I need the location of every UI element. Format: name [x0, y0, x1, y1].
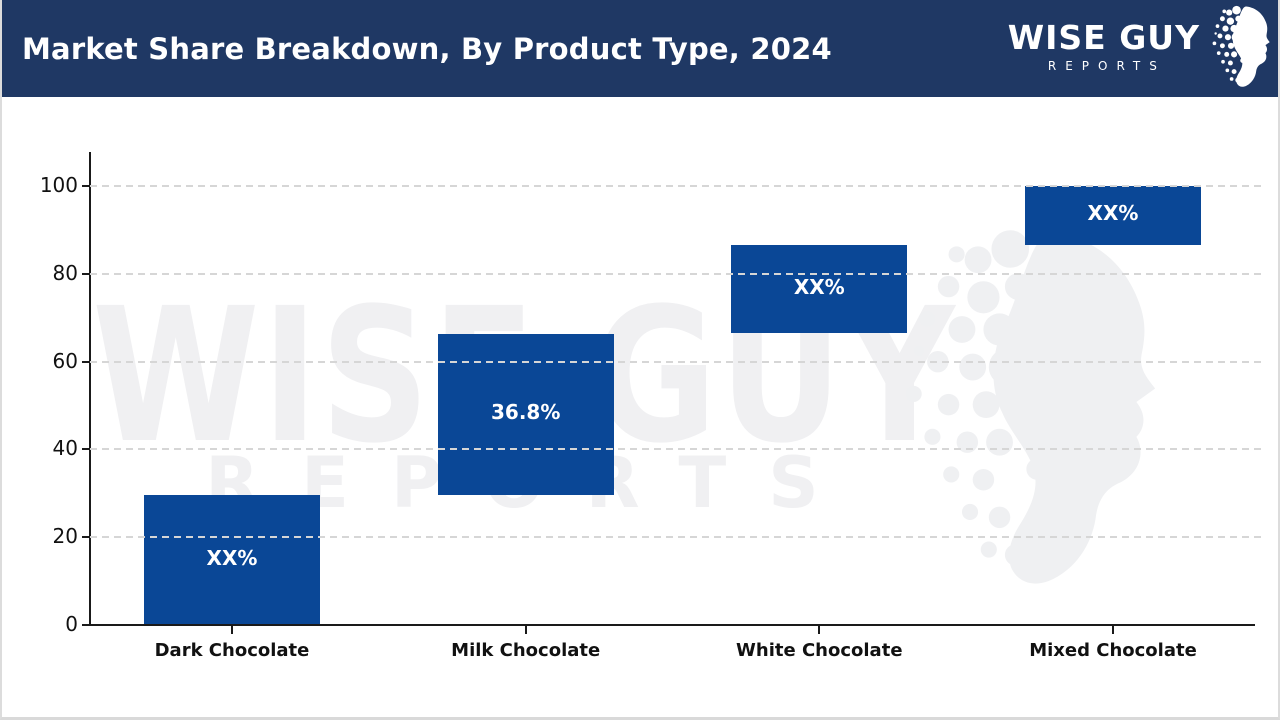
y-tick-label: 40	[52, 436, 78, 461]
logo-wordmark: WISE GUY	[1007, 18, 1200, 58]
gridline	[90, 185, 1264, 187]
bar-value-label: XX%	[1087, 201, 1139, 226]
category-label: Milk Chocolate	[451, 640, 601, 661]
gridline	[90, 448, 1264, 451]
logo-text: WISE GUY REPORTS	[1008, 21, 1200, 73]
bar-value-label: XX%	[793, 275, 845, 300]
y-tick-mark	[82, 272, 90, 275]
y-tick-label: 0	[65, 612, 78, 636]
y-tick-mark	[82, 536, 90, 539]
x-tick-mark	[231, 625, 233, 634]
y-tick-label: 60	[52, 348, 78, 373]
x-tick-mark	[524, 625, 527, 634]
x-axis-line	[89, 624, 1255, 626]
x-tick-mark	[818, 625, 821, 634]
gridline	[90, 272, 1264, 275]
gridline	[90, 536, 1264, 539]
category-label: Mixed Chocolate	[1029, 640, 1197, 661]
bar-value-label: 36.8%	[490, 400, 561, 425]
y-tick-mark	[82, 448, 90, 451]
category-label: White Chocolate	[736, 640, 903, 661]
gridline	[90, 360, 1264, 363]
page-title: Market Share Breakdown, By Product Type,…	[22, 31, 832, 66]
y-tick-mark	[82, 624, 90, 626]
wiseguy-logo: WISE GUY REPORTS	[1008, 4, 1276, 90]
y-tick-label: 80	[52, 260, 78, 285]
y-tick-mark	[82, 360, 90, 363]
chart-bar	[731, 244, 908, 334]
header-bar: Market Share Breakdown, By Product Type,…	[2, 0, 1278, 97]
chart-bar	[1025, 186, 1201, 245]
y-tick-label: 20	[52, 524, 78, 549]
y-axis-spine	[89, 152, 91, 626]
y-tick-label: 100	[39, 173, 78, 197]
logo-subtext: REPORTS	[1047, 58, 1166, 73]
y-tick-mark	[82, 185, 90, 187]
bar-value-label: XX%	[206, 546, 258, 571]
chart-bar	[437, 333, 614, 496]
x-tick-mark	[1112, 625, 1114, 634]
chart-bar	[144, 495, 320, 625]
category-label: Dark Chocolate	[154, 640, 310, 661]
